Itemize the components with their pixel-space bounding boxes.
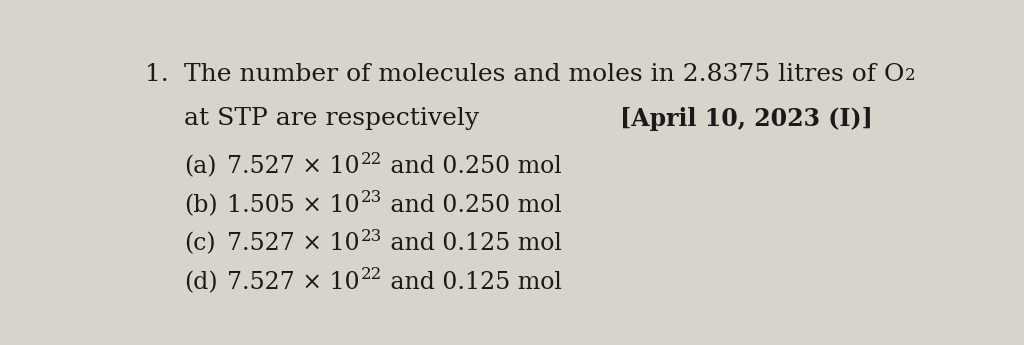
Text: at STP are respectively: at STP are respectively: [183, 107, 479, 130]
Text: 23: 23: [360, 228, 382, 245]
Text: and 0.250 mol: and 0.250 mol: [383, 155, 561, 178]
Text: 22: 22: [360, 266, 382, 283]
Text: The number of molecules and moles in 2.8375 litres of O: The number of molecules and moles in 2.8…: [183, 63, 904, 86]
Text: 23: 23: [360, 189, 382, 206]
Text: (b): (b): [183, 194, 217, 217]
Text: [April 10, 2023 (I)]: [April 10, 2023 (I)]: [621, 107, 873, 131]
Text: 1.505 × 10: 1.505 × 10: [227, 194, 359, 217]
Text: (a): (a): [183, 155, 216, 178]
Text: and 0.250 mol: and 0.250 mol: [383, 194, 561, 217]
Text: 7.527 × 10: 7.527 × 10: [227, 233, 359, 255]
Text: 7.527 × 10: 7.527 × 10: [227, 271, 359, 294]
Text: 22: 22: [360, 151, 382, 168]
Text: 1.: 1.: [145, 63, 169, 86]
Text: and 0.125 mol: and 0.125 mol: [383, 271, 561, 294]
Text: 7.527 × 10: 7.527 × 10: [227, 155, 359, 178]
Text: (c): (c): [183, 233, 215, 255]
Text: and 0.125 mol: and 0.125 mol: [383, 233, 561, 255]
Text: 2: 2: [905, 67, 915, 84]
Text: (d): (d): [183, 271, 217, 294]
